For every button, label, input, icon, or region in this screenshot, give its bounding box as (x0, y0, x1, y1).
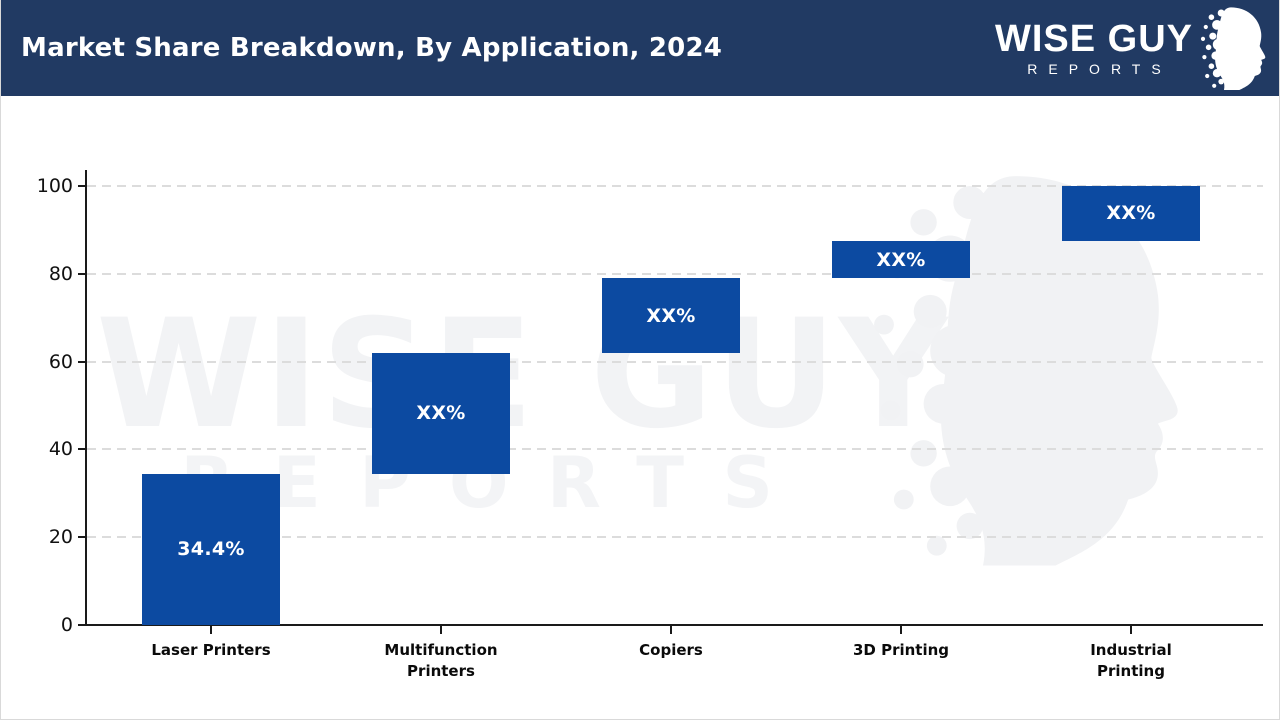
bar-segment: XX% (372, 352, 510, 474)
header-bar: Market Share Breakdown, By Application, … (1, 0, 1279, 96)
bar-segment: XX% (602, 278, 740, 353)
y-tick-label: 40 (48, 438, 73, 461)
bar-value-label: 34.4% (177, 538, 245, 561)
category-label: Laser Printers (151, 641, 271, 659)
y-tick (78, 624, 86, 626)
grid-line (87, 448, 1263, 451)
logo-reports-label: REPORTS (1027, 61, 1172, 77)
x-axis-line (85, 624, 1263, 626)
logo-wiseguy-label: WISE GUY (994, 18, 1193, 60)
logo-head-icon (1200, 7, 1266, 90)
grid-line (87, 536, 1263, 539)
x-tick (440, 626, 442, 634)
bar-segment: XX% (1062, 186, 1200, 241)
bar-value-label: XX% (1106, 202, 1156, 225)
category-label: 3D Printing (852, 641, 950, 659)
y-axis-line (85, 170, 87, 626)
y-tick-label: 20 (48, 526, 73, 549)
y-tick (78, 185, 86, 187)
category-label: Copiers (639, 641, 703, 659)
x-tick (1130, 626, 1132, 634)
y-tick (78, 448, 86, 451)
bar-segment: XX% (832, 240, 970, 279)
y-tick-label: 80 (48, 262, 73, 285)
y-tick (78, 272, 86, 275)
y-tick-label: 0 (60, 614, 73, 636)
bar-segment: 34.4% (142, 473, 280, 625)
watermark-wiseguy-text: WISE GUY (96, 288, 950, 462)
bar-value-label: XX% (876, 248, 926, 271)
category-label: Industrial Printing (1090, 641, 1172, 680)
grid-line (87, 360, 1263, 363)
y-tick-label: 100 (36, 175, 73, 197)
wise-guy-reports-logo: WISE GUY REPORTS (995, 6, 1267, 90)
bar-value-label: XX% (646, 304, 696, 327)
y-tick (78, 536, 86, 539)
x-tick (210, 626, 212, 634)
x-tick (670, 626, 672, 634)
y-tick (78, 360, 86, 363)
logo-text: WISE GUY REPORTS (995, 20, 1193, 76)
grid-line (87, 185, 1263, 187)
x-tick (900, 626, 902, 634)
category-label: Multifunction Printers (384, 641, 498, 680)
grid-line (87, 272, 1263, 275)
y-tick-label: 60 (48, 350, 73, 373)
page-title: Market Share Breakdown, By Application, … (21, 33, 723, 63)
bar-value-label: XX% (416, 402, 466, 425)
